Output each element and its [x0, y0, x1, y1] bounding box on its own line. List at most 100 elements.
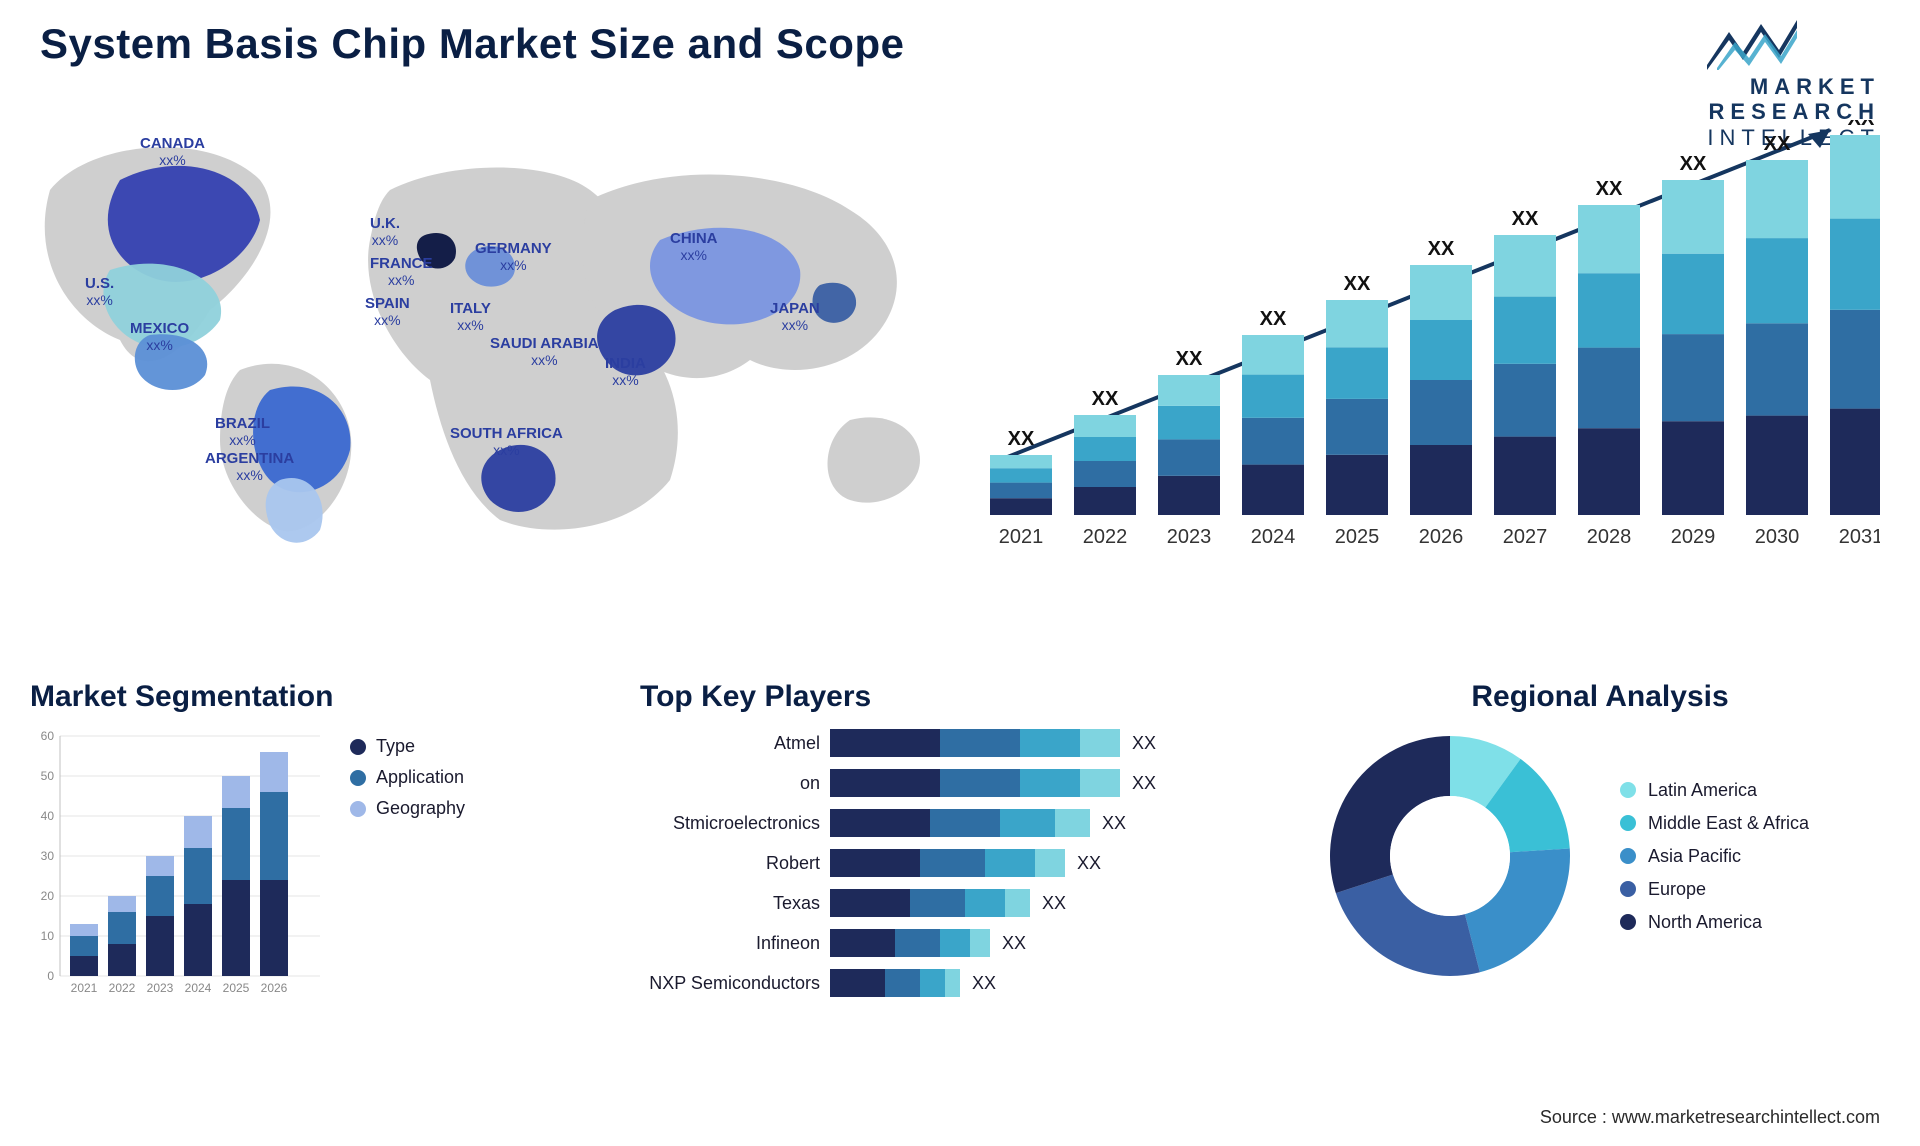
key-player-bar [830, 729, 1120, 757]
logo-icon [1707, 20, 1797, 70]
svg-text:2023: 2023 [1167, 526, 1212, 548]
svg-text:2021: 2021 [999, 526, 1044, 548]
segmentation-chart: 0 10 20 30 40 50 60 2021 2022 2023 2024 2025 2026 [30, 726, 320, 1006]
svg-text:30: 30 [41, 849, 55, 863]
key-player-label: on [640, 773, 830, 794]
key-player-label: Atmel [640, 733, 830, 754]
key-player-row: NXP Semiconductors XX [640, 966, 1260, 1000]
svg-text:XX: XX [1680, 153, 1707, 175]
map-label-safrica: SOUTH AFRICAxx% [450, 425, 563, 458]
key-player-bar [830, 969, 960, 997]
seg-legend-item: Geography [350, 798, 465, 819]
key-players-title: Top Key Players [640, 680, 1260, 714]
key-player-row: on XX [640, 766, 1260, 800]
regional-legend-item: Middle East & Africa [1620, 813, 1809, 834]
svg-text:2022: 2022 [109, 981, 136, 995]
key-player-bar [830, 809, 1090, 837]
map-label-brazil: BRAZILxx% [215, 415, 270, 448]
key-player-value: XX [1042, 893, 1066, 914]
svg-text:50: 50 [41, 769, 55, 783]
map-label-germany: GERMANYxx% [475, 240, 552, 273]
key-player-row: Atmel XX [640, 726, 1260, 760]
svg-text:2026: 2026 [261, 981, 288, 995]
key-player-bar [830, 769, 1120, 797]
key-player-label: Texas [640, 893, 830, 914]
svg-text:2028: 2028 [1587, 526, 1632, 548]
svg-text:20: 20 [41, 889, 55, 903]
seg-legend-item: Type [350, 736, 465, 757]
svg-text:40: 40 [41, 809, 55, 823]
segmentation-section: Market Segmentation 01020304050602021202… [30, 680, 570, 1006]
map-label-japan: JAPANxx% [770, 300, 820, 333]
growth-chart: XX 2021 XX 2022 XX 2023 XX 2024 XX 2025 XX 2026 XX 20… [960, 120, 1880, 550]
svg-text:XX: XX [1176, 348, 1203, 370]
svg-text:2026: 2026 [1419, 526, 1464, 548]
svg-text:2027: 2027 [1503, 526, 1548, 548]
svg-text:2025: 2025 [223, 981, 250, 995]
svg-text:2030: 2030 [1755, 526, 1800, 548]
svg-text:2021: 2021 [71, 981, 98, 995]
map-label-saudi: SAUDI ARABIAxx% [490, 335, 599, 368]
svg-text:XX: XX [1428, 238, 1455, 260]
regional-donut [1320, 726, 1580, 986]
svg-text:2022: 2022 [1083, 526, 1128, 548]
key-player-value: XX [1132, 733, 1156, 754]
key-player-label: NXP Semiconductors [640, 973, 830, 994]
svg-text:XX: XX [1092, 388, 1119, 410]
map-label-argentina: ARGENTINAxx% [205, 450, 294, 483]
svg-text:XX: XX [1008, 428, 1035, 450]
regional-legend-item: Asia Pacific [1620, 846, 1809, 867]
key-player-bar [830, 849, 1065, 877]
svg-text:60: 60 [41, 729, 55, 743]
source-text: Source : www.marketresearchintellect.com [1540, 1107, 1880, 1128]
svg-text:XX: XX [1848, 120, 1875, 130]
map-label-italy: ITALYxx% [450, 300, 491, 333]
svg-text:XX: XX [1344, 273, 1371, 295]
svg-text:XX: XX [1512, 208, 1539, 230]
map-label-france: FRANCExx% [370, 255, 433, 288]
regional-title: Regional Analysis [1320, 680, 1880, 714]
svg-text:2023: 2023 [147, 981, 174, 995]
key-player-row: Texas XX [640, 886, 1260, 920]
key-players-section: Top Key Players AtmelXXonXXStmicroelectr… [640, 680, 1260, 1006]
key-player-row: Infineon XX [640, 926, 1260, 960]
svg-text:2024: 2024 [185, 981, 212, 995]
svg-text:2031: 2031 [1839, 526, 1880, 548]
regional-legend-item: Latin America [1620, 780, 1809, 801]
key-player-value: XX [1077, 853, 1101, 874]
key-player-value: XX [972, 973, 996, 994]
world-map: CANADAxx% U.S.xx% MEXICOxx% BRAZILxx%ARGENT… [30, 120, 930, 550]
key-player-row: Robert XX [640, 846, 1260, 880]
regional-section: Regional Analysis Latin America Middle Ea… [1320, 680, 1880, 986]
logo-text-1: MARKET [1750, 74, 1880, 99]
regional-legend-item: Europe [1620, 879, 1809, 900]
key-player-bar [830, 889, 1030, 917]
map-label-spain: SPAINxx% [365, 295, 410, 328]
svg-text:2024: 2024 [1251, 526, 1296, 548]
segmentation-legend: TypeApplicationGeography [350, 726, 465, 829]
regional-legend-item: North America [1620, 912, 1809, 933]
key-player-label: Infineon [640, 933, 830, 954]
regional-legend: Latin America Middle East & Africa Asia Pa… [1620, 768, 1809, 945]
key-player-label: Stmicroelectronics [640, 813, 830, 834]
svg-text:XX: XX [1764, 133, 1791, 155]
svg-text:XX: XX [1596, 178, 1623, 200]
key-player-label: Robert [640, 853, 830, 874]
page-title: System Basis Chip Market Size and Scope [40, 20, 904, 68]
map-label-mexico: MEXICOxx% [130, 320, 189, 353]
key-player-value: XX [1132, 773, 1156, 794]
map-label-canada: CANADAxx% [140, 135, 205, 168]
map-label-india: INDIAxx% [605, 355, 646, 388]
map-label-china: CHINAxx% [670, 230, 718, 263]
svg-text:2025: 2025 [1335, 526, 1380, 548]
svg-text:XX: XX [1260, 308, 1287, 330]
map-label-uk: U.K.xx% [370, 215, 400, 248]
key-player-value: XX [1002, 933, 1026, 954]
map-label-us: U.S.xx% [85, 275, 114, 308]
svg-text:10: 10 [41, 929, 55, 943]
svg-text:0: 0 [47, 969, 54, 983]
key-player-row: Stmicroelectronics XX [640, 806, 1260, 840]
svg-text:2029: 2029 [1671, 526, 1716, 548]
key-player-value: XX [1102, 813, 1126, 834]
key-player-bar [830, 929, 990, 957]
